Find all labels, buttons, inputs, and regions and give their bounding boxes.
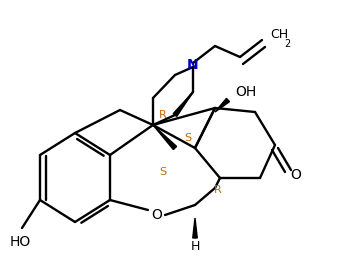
Text: S: S: [160, 167, 166, 177]
Text: R: R: [159, 110, 167, 120]
Text: OH: OH: [235, 85, 256, 99]
Text: N: N: [187, 58, 199, 72]
Text: S: S: [184, 133, 192, 143]
Polygon shape: [173, 92, 193, 116]
Polygon shape: [153, 125, 177, 150]
Polygon shape: [193, 218, 197, 238]
Text: O: O: [290, 168, 301, 182]
Text: O: O: [152, 208, 162, 222]
Text: H: H: [190, 240, 200, 253]
Text: 2: 2: [284, 39, 290, 49]
Text: R: R: [214, 185, 222, 195]
Text: CH: CH: [270, 29, 288, 41]
Text: HO: HO: [10, 235, 31, 249]
Polygon shape: [215, 98, 230, 112]
